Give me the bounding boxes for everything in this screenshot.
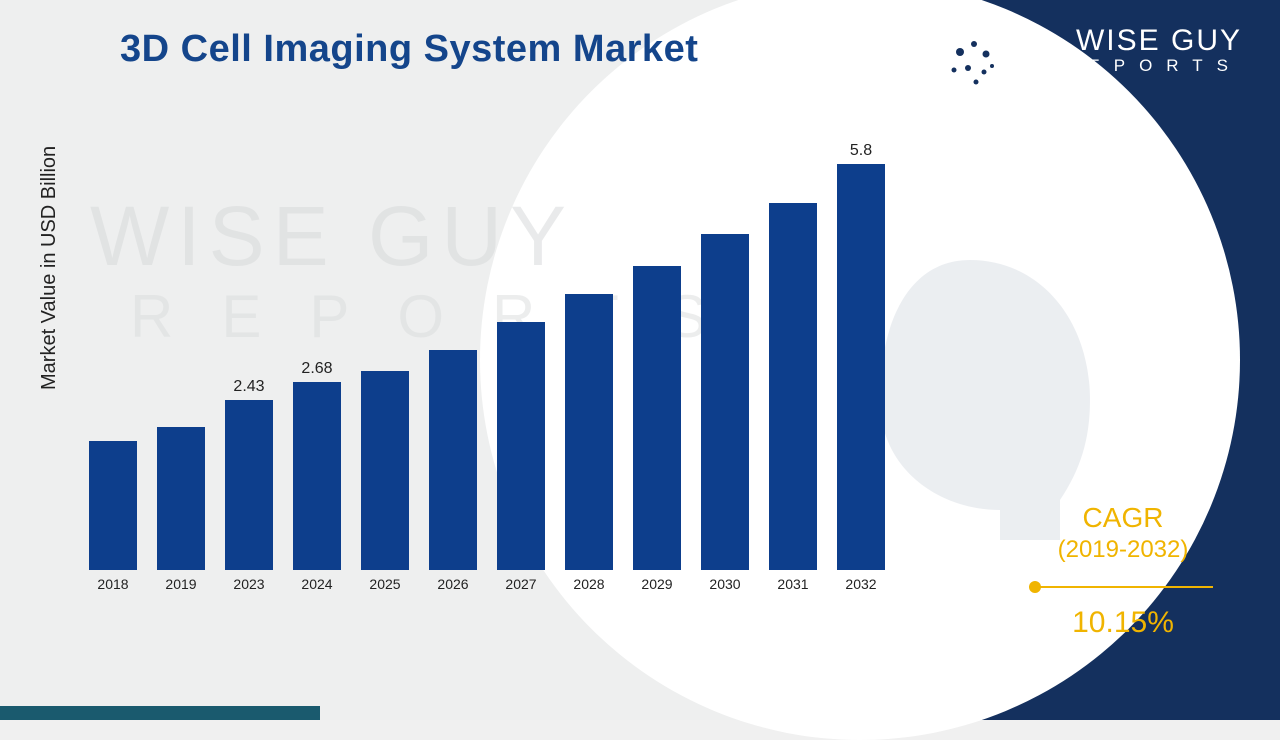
brand-logo: WISE GUY REPORTS [1062, 24, 1242, 76]
bar-slot: 2029 [632, 266, 682, 571]
bar-x-label: 2019 [151, 576, 211, 592]
bar-x-label: 2018 [83, 576, 143, 592]
bar-x-label: 2027 [491, 576, 551, 592]
bar [497, 322, 545, 571]
bar-slot: 2026 [428, 350, 478, 571]
bar-chart: 201820192.4320232.6820242025202620272028… [80, 150, 900, 590]
bar-value-label: 2.68 [301, 360, 332, 378]
bar-x-label: 2024 [287, 576, 347, 592]
bar-slot: 2030 [700, 234, 750, 570]
bar-value-label: 2.43 [233, 378, 264, 396]
bar-slot: 2027 [496, 322, 546, 571]
bar [157, 427, 205, 571]
bar-x-label: 2028 [559, 576, 619, 592]
cagr-divider-line [1033, 586, 1213, 588]
bar [701, 234, 749, 570]
bar [429, 350, 477, 571]
bar [837, 164, 885, 570]
bar [293, 382, 341, 570]
bar-slot: 2.432023 [224, 400, 274, 570]
bars-container: 2018 2019 2.432023 2.682024 2025 2026 2027 2028… [80, 150, 900, 570]
cagr-callout: CAGR (2019-2032) 10.15% [1018, 502, 1228, 640]
bar [633, 266, 681, 571]
bar [565, 294, 613, 571]
bar-slot: 2.682024 [292, 382, 342, 570]
bar-slot: 5.82032 [836, 164, 886, 570]
bar-x-label: 2032 [831, 576, 891, 592]
bottom-accent-bar [0, 706, 320, 720]
bar-slot: 2028 [564, 294, 614, 571]
bar-x-label: 2025 [355, 576, 415, 592]
logo-text-line1: WISE GUY [1062, 24, 1242, 58]
bar [361, 371, 409, 571]
logo-head-icon [930, 22, 1020, 112]
bar-x-label: 2029 [627, 576, 687, 592]
bar-x-label: 2030 [695, 576, 755, 592]
bar [225, 400, 273, 570]
bar [769, 203, 817, 571]
cagr-title: CAGR [1018, 502, 1228, 534]
bar-slot: 2018 [88, 441, 138, 571]
cagr-range: (2019-2032) [1018, 536, 1228, 564]
bar-x-label: 2026 [423, 576, 483, 592]
y-axis-label: Market Value in USD Billion [38, 146, 61, 390]
bar-slot: 2019 [156, 427, 206, 571]
bar-x-label: 2023 [219, 576, 279, 592]
chart-title: 3D Cell Imaging System Market [120, 28, 698, 71]
bar [89, 441, 137, 571]
bar-value-label: 5.8 [850, 142, 872, 160]
bar-slot: 2031 [768, 203, 818, 571]
bar-x-label: 2031 [763, 576, 823, 592]
bar-slot: 2025 [360, 371, 410, 571]
logo-text-line2: REPORTS [1062, 56, 1242, 76]
cagr-value: 10.15% [1018, 606, 1228, 640]
